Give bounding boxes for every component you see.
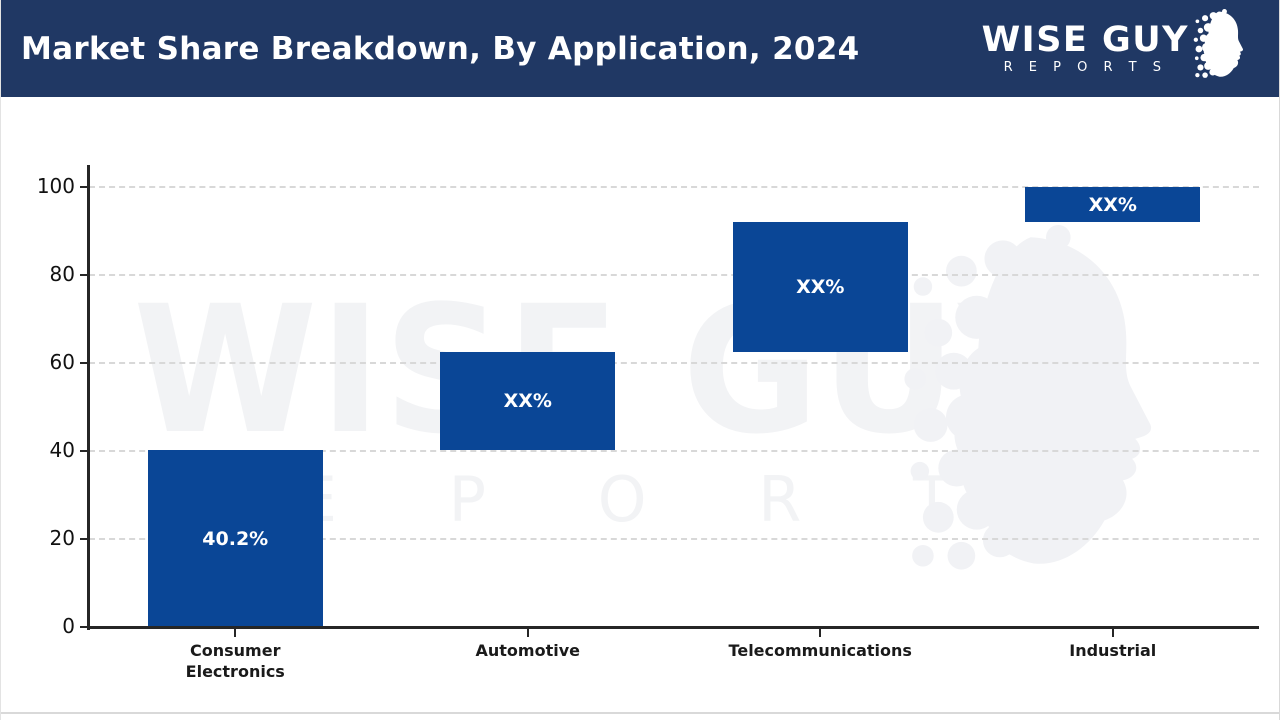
logo-wordmark: WISE GUY [981,20,1189,61]
category-label: Consumer Electronics [185,641,285,681]
bar-value-label: XX% [796,276,845,299]
bar-telecommunications: XX% [732,222,908,352]
header: Market Share Breakdown, By Application, … [1,0,1279,97]
x-tick-mark [1111,629,1114,637]
y-tick-label: 0 [62,614,75,638]
chart-area: WISE GUY R E P O R T S 0 20 40 60 80 100 40.2%… [1,97,1279,713]
page-title: Market Share Breakdown, By Application, … [21,30,860,67]
y-tick-label: 40 [49,438,75,462]
x-tick-mark [819,629,822,637]
x-tick-mark [234,629,237,637]
y-tick-mark [80,274,89,276]
bar-value-label: XX% [503,390,552,413]
wiseguy-logo: WISE GUY R E P O R T S [982,8,1253,89]
y-axis-line [87,165,90,630]
gridline-60 [89,362,1259,364]
category-label: Telecommunications [728,641,912,660]
bar-value-label: 40.2% [202,527,269,550]
gridline-80 [89,274,1259,276]
gridline-40 [89,450,1259,452]
bar-value-label: XX% [1088,193,1137,216]
gridline-20 [89,538,1259,540]
y-tick-label: 20 [49,526,75,550]
category-label: Automotive [475,641,581,660]
category-label: Industrial [1069,641,1157,660]
bar-industrial: XX% [1025,187,1201,223]
y-tick-mark [80,538,89,540]
logo-text: WISE GUY R E P O R T S [982,22,1189,75]
bottom-divider [1,712,1279,714]
logo-subtitle: R E P O R T S [1003,59,1167,75]
watermark-head-icon [904,225,1152,570]
y-tick-label: 80 [49,262,75,286]
y-tick-mark [80,186,89,188]
y-tick-label: 60 [49,350,75,374]
x-tick-mark [526,629,529,637]
bar-automotive: XX% [440,352,616,451]
gridline-100 [89,186,1259,188]
y-tick-mark [80,626,89,628]
logo-head-icon [1193,8,1244,78]
y-tick-label: 100 [36,174,75,198]
y-tick-mark [80,450,89,452]
y-tick-mark [80,362,89,364]
bar-consumer-electronics: 40.2% [147,450,323,627]
x-axis-line [87,626,1259,629]
